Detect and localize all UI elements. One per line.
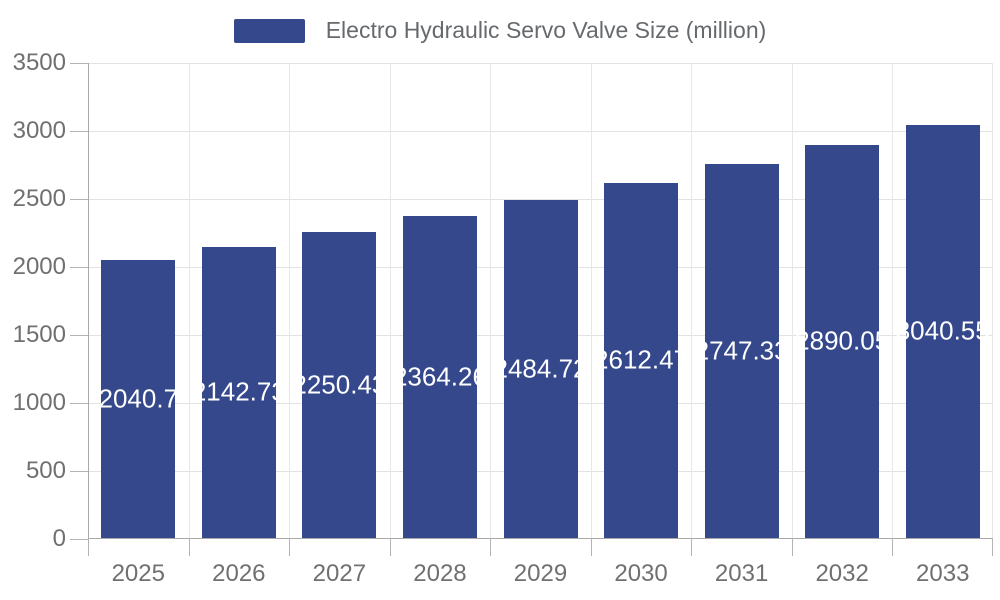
y-gridline — [88, 130, 993, 132]
bar-2027[interactable]: 2250.43 — [292, 231, 386, 538]
x-axis-tick — [88, 538, 89, 556]
y-axis-label: 3000 — [12, 117, 66, 144]
x-axis-tick — [992, 538, 993, 556]
x-axis-label-2027: 2027 — [312, 560, 367, 587]
bar-2029[interactable]: 2484.72 — [494, 200, 587, 538]
x-axis-label-2030: 2030 — [614, 560, 668, 587]
bar-value-label: 2747.33 — [694, 335, 789, 366]
legend-swatch-icon — [233, 18, 305, 43]
bar-value-label: 2612.47 — [594, 344, 689, 375]
plot-area: 0 500 1000 1500 2000 2500 3000 3500 2040.7 2025 21… — [13, 49, 993, 587]
x-axis-tick — [791, 538, 793, 556]
y-axis-label: 500 — [25, 457, 66, 484]
y-gridline — [88, 62, 993, 64]
bar-2031[interactable]: 2747.33 — [695, 164, 789, 538]
x-gridline — [289, 63, 291, 538]
x-axis-label-2026: 2026 — [212, 560, 266, 587]
y-axis-label: 2000 — [12, 253, 66, 280]
x-gridline — [188, 63, 190, 538]
y-axis-tick — [70, 198, 88, 200]
y-gridline — [88, 198, 993, 200]
bar-value-label: 3040.55 — [895, 315, 990, 346]
x-axis-label-2029: 2029 — [513, 560, 568, 587]
x-axis-tick — [188, 538, 190, 556]
x-axis-label-2028: 2028 — [413, 560, 467, 587]
x-axis-tick — [389, 538, 391, 556]
y-axis-tick — [70, 538, 88, 540]
bar-value-label: 2890.05 — [795, 325, 890, 356]
x-axis-tick — [892, 538, 894, 556]
y-axis-line — [88, 63, 89, 538]
bar-2030[interactable]: 2612.47 — [594, 182, 688, 538]
y-axis-label: 1500 — [12, 321, 66, 348]
y-axis-label: 2500 — [12, 185, 66, 212]
bar-value-label: 2364.26 — [392, 361, 487, 392]
x-axis-tick — [490, 538, 492, 556]
bar-value-label: 2250.43 — [292, 369, 387, 400]
y-axis-tick — [70, 334, 88, 336]
x-gridline — [590, 63, 592, 538]
y-axis-tick — [70, 62, 88, 64]
x-axis-label-2025: 2025 — [111, 560, 165, 587]
x-axis-label-2031: 2031 — [714, 560, 769, 587]
y-axis-label: 3500 — [12, 49, 66, 76]
x-axis-tick — [590, 538, 592, 556]
x-axis-label-2033: 2033 — [916, 560, 970, 587]
bar-2025[interactable]: 2040.7 — [99, 260, 178, 538]
bar-2028[interactable]: 2364.26 — [393, 216, 487, 538]
x-gridline — [791, 63, 793, 538]
x-gridline — [892, 63, 894, 538]
bar-value-label: 2142.73 — [191, 376, 286, 407]
y-axis-tick — [70, 266, 88, 268]
bar-2026[interactable]: 2142.73 — [192, 246, 286, 538]
x-axis-tick — [691, 538, 693, 556]
y-axis-tick — [70, 130, 88, 132]
x-gridline — [389, 63, 391, 538]
y-axis-label: 1000 — [12, 389, 66, 416]
y-axis-tick — [70, 402, 88, 404]
bar-2033[interactable]: 3040.55 — [896, 124, 990, 538]
bar-2032[interactable]: 2890.05 — [795, 144, 889, 538]
y-axis-label: 0 — [52, 525, 66, 552]
bar-value-label: 2484.72 — [493, 353, 588, 384]
bar-value-label: 2040.7 — [98, 383, 179, 414]
chart-legend[interactable]: Electro Hydraulic Servo Valve Size (mill… — [0, 17, 1000, 44]
legend-label: Electro Hydraulic Servo Valve Size (mill… — [325, 17, 767, 43]
y-axis-tick — [70, 470, 88, 472]
x-axis-label-2032: 2032 — [815, 560, 869, 587]
x-axis-tick — [289, 538, 291, 556]
x-gridline — [691, 63, 693, 538]
x-gridline — [490, 63, 492, 538]
x-gridline — [992, 63, 993, 538]
